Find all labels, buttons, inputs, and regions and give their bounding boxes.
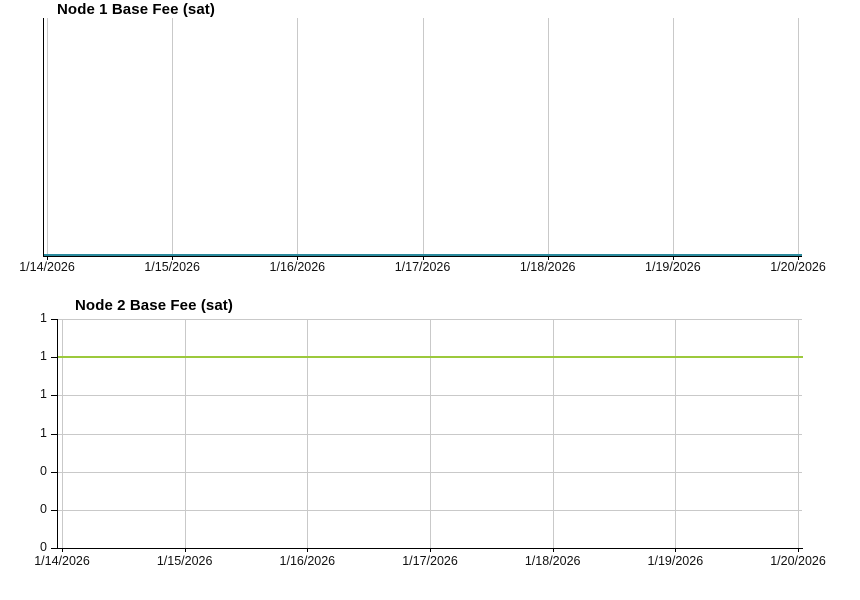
x-axis-tick (307, 548, 309, 552)
x-axis-tick (547, 256, 549, 260)
y-axis-tick (51, 395, 57, 397)
x-axis-tick (47, 256, 48, 260)
x-axis-label: 1/18/2026 (524, 554, 581, 568)
x-axis-label: 1/19/2026 (647, 554, 704, 568)
x-axis-tick (62, 548, 63, 552)
x-axis-label: 1/20/2026 (770, 260, 826, 274)
x-axis-tick (184, 548, 186, 552)
x-axis-tick (430, 548, 431, 552)
x-axis-label: 1/15/2026 (144, 260, 200, 274)
vertical-gridline (422, 18, 424, 256)
y-axis-tick (51, 433, 57, 435)
y-axis-line (57, 319, 58, 549)
x-axis-tick (552, 548, 554, 552)
horizontal-gridline (57, 319, 802, 320)
y-axis-line (43, 18, 44, 257)
horizontal-gridline (57, 395, 802, 397)
y-axis-label: 1 (40, 349, 47, 364)
vertical-gridline (547, 18, 549, 256)
x-axis-tick (798, 548, 800, 552)
vertical-gridline (47, 18, 48, 256)
chart-title: Node 2 Base Fee (sat) (75, 297, 233, 314)
x-axis-label: 1/16/2026 (269, 260, 326, 274)
x-axis-label: 1/17/2026 (394, 260, 451, 274)
x-axis-line (43, 256, 802, 257)
x-axis-label: 1/18/2026 (519, 260, 576, 274)
x-axis-tick (675, 548, 677, 552)
horizontal-gridline (57, 509, 802, 511)
y-axis-tick (51, 319, 57, 320)
y-axis-tick (51, 509, 57, 511)
vertical-gridline (172, 18, 174, 256)
x-axis-label: 1/15/2026 (156, 554, 213, 568)
horizontal-gridline (57, 471, 802, 473)
y-axis-label: 1 (40, 425, 47, 440)
series-line (58, 356, 803, 359)
vertical-gridline (798, 18, 800, 256)
x-axis-line (57, 548, 803, 549)
node-1-base-fee-chart: Node 1 Base Fee (sat) 1/14/2026 1/15/2026… (0, 0, 860, 296)
vertical-gridline (297, 18, 299, 256)
x-axis-tick (672, 256, 674, 260)
x-axis-label: 1/20/2026 (770, 554, 826, 568)
x-axis-label: 1/14/2026 (34, 554, 90, 568)
chart-title: Node 1 Base Fee (sat) (57, 1, 215, 18)
y-axis-label: 1 (40, 387, 47, 402)
y-axis-label: 0 (40, 501, 47, 516)
y-axis-label: 1 (40, 311, 47, 325)
x-axis-tick (798, 256, 800, 260)
x-axis-label: 1/16/2026 (279, 554, 336, 568)
node-2-base-fee-chart: Node 2 Base Fee (sat) 1/14/2026 1/15/2026… (0, 296, 860, 600)
y-axis-label: 0 (40, 540, 47, 554)
y-axis-tick (51, 548, 57, 549)
y-axis-label: 0 (40, 463, 47, 478)
x-axis-label: 1/14/2026 (19, 260, 75, 274)
vertical-gridline (672, 18, 674, 256)
y-axis-tick (51, 471, 57, 473)
y-axis-tick (51, 357, 57, 359)
x-axis-tick (422, 256, 424, 260)
series-line (44, 254, 802, 256)
x-axis-label: 1/19/2026 (645, 260, 701, 274)
x-axis-tick (172, 256, 174, 260)
horizontal-gridline (57, 433, 802, 435)
x-axis-label: 1/17/2026 (402, 554, 458, 568)
x-axis-tick (297, 256, 299, 260)
